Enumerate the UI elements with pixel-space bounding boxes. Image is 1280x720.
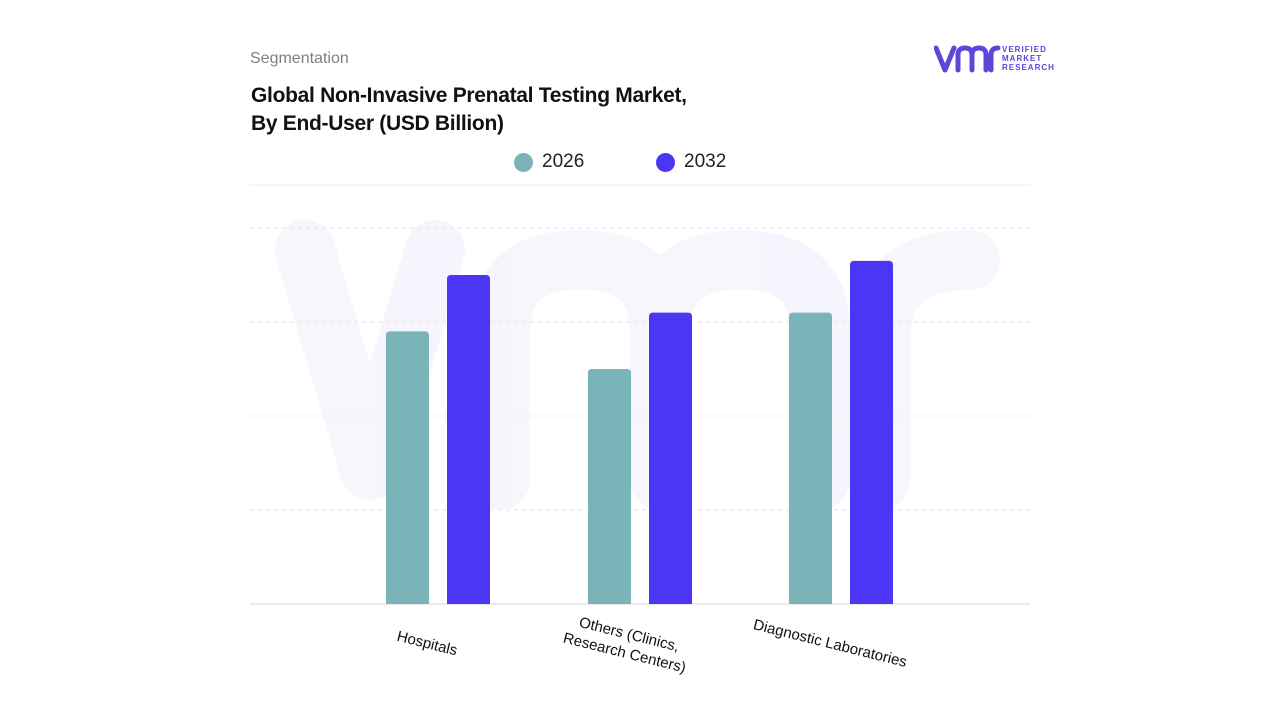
section-label: Segmentation <box>250 50 349 67</box>
legend-label-2026: 2026 <box>542 151 585 172</box>
logo-line1: VERIFIED <box>1002 45 1047 54</box>
chart-title-line2: By End-User (USD Billion) <box>251 112 504 135</box>
legend-swatch-2026 <box>514 152 533 172</box>
legend-label-2032: 2032 <box>684 151 727 172</box>
bar-2032-2 <box>850 260 893 604</box>
bar-2032-0 <box>447 275 490 604</box>
bar-2032-1 <box>649 312 692 604</box>
x-tick-label-2: Diagnostic Laboratories <box>752 616 909 671</box>
chart-title-line1: Global Non-Invasive Prenatal Testing Mar… <box>251 84 687 107</box>
legend-item-2026: 2026 <box>514 150 584 174</box>
legend-item-2032: 2032 <box>656 150 726 174</box>
chart-title: Global Non-Invasive Prenatal Testing Mar… <box>251 82 771 138</box>
vmr-logo-text: VERIFIED MARKET RESEARCH <box>1002 45 1055 72</box>
legend-swatch-2032 <box>656 152 675 172</box>
bar-2026-0 <box>386 331 429 604</box>
x-tick-label-1: Others (Clinics,Research Centers) <box>561 611 692 676</box>
x-tick-label-0: Hospitals <box>395 628 459 659</box>
legend: 2026 2032 <box>0 150 1280 174</box>
logo-line2: MARKET <box>1002 54 1043 63</box>
logo-line3: RESEARCH <box>1002 63 1055 72</box>
bar-2026-2 <box>789 312 832 604</box>
vmr-logo-icon <box>934 45 1001 73</box>
bar-2026-1 <box>588 369 631 604</box>
